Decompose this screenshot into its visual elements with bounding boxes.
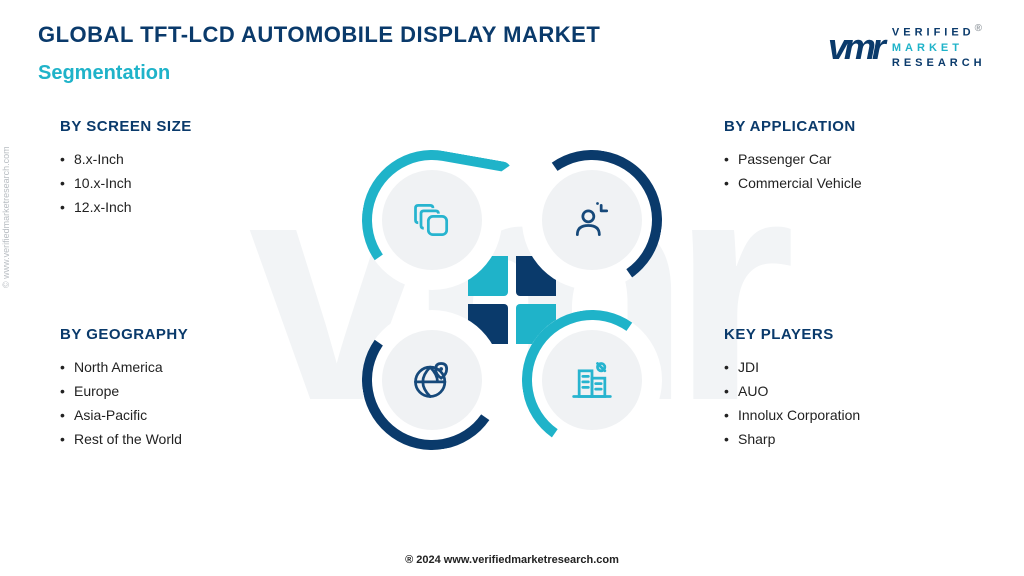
list-item: Asia-Pacific	[60, 403, 320, 427]
registered-mark: ®	[975, 23, 986, 34]
petal-top-left	[362, 150, 502, 290]
logo-mark: vmr	[828, 26, 882, 68]
segment-list: JDI AUO Innolux Corporation Sharp	[724, 355, 984, 451]
list-item: Commercial Vehicle	[724, 171, 984, 195]
petal-inner	[382, 170, 482, 270]
list-item: North America	[60, 355, 320, 379]
segment-title: KEY PLAYERS	[724, 326, 984, 343]
header: GLOBAL TFT-LCD AUTOMOBILE DISPLAY MARKET…	[38, 22, 986, 72]
segment-key-players: KEY PLAYERS JDI AUO Innolux Corporation …	[724, 326, 984, 451]
screens-icon	[410, 198, 454, 242]
list-item: Rest of the World	[60, 427, 320, 451]
logo-line1: VERIFIED	[892, 27, 975, 39]
list-item: Passenger Car	[724, 147, 984, 171]
list-item: Sharp	[724, 427, 984, 451]
list-item: Innolux Corporation	[724, 403, 984, 427]
page-title: GLOBAL TFT-LCD AUTOMOBILE DISPLAY MARKET	[38, 22, 600, 48]
list-item: JDI	[724, 355, 984, 379]
segment-list: Passenger Car Commercial Vehicle	[724, 147, 984, 195]
building-icon	[570, 358, 614, 402]
content-area: BY SCREEN SIZE 8.x-Inch 10.x-Inch 12.x-I…	[0, 100, 1024, 536]
petal-inner	[542, 170, 642, 270]
logo-text: VERIFIED® MARKET RESEARCH	[892, 22, 986, 72]
globe-icon	[410, 358, 454, 402]
logo-line2: MARKET	[892, 42, 963, 54]
segment-list: North America Europe Asia-Pacific Rest o…	[60, 355, 320, 451]
segment-title: BY GEOGRAPHY	[60, 326, 320, 343]
segment-application: BY APPLICATION Passenger Car Commercial …	[724, 118, 984, 195]
list-item: 12.x-Inch	[60, 195, 320, 219]
petal-inner	[542, 330, 642, 430]
petal-inner	[382, 330, 482, 430]
list-item: Europe	[60, 379, 320, 403]
logo-line3: RESEARCH	[892, 57, 986, 69]
subtitle: Segmentation	[38, 62, 170, 85]
petal-top-right	[522, 150, 662, 290]
segment-title: BY SCREEN SIZE	[60, 118, 320, 135]
person-icon	[570, 198, 614, 242]
segment-geography: BY GEOGRAPHY North America Europe Asia-P…	[60, 326, 320, 451]
petal-diagram	[362, 150, 662, 450]
petal-bottom-right	[522, 310, 662, 450]
brand-logo: vmr VERIFIED® MARKET RESEARCH	[828, 22, 986, 72]
segment-title: BY APPLICATION	[724, 118, 984, 135]
list-item: AUO	[724, 379, 984, 403]
segment-list: 8.x-Inch 10.x-Inch 12.x-Inch	[60, 147, 320, 219]
petal-bottom-left	[362, 310, 502, 450]
list-item: 8.x-Inch	[60, 147, 320, 171]
segment-screen-size: BY SCREEN SIZE 8.x-Inch 10.x-Inch 12.x-I…	[60, 118, 320, 219]
list-item: 10.x-Inch	[60, 171, 320, 195]
footer-text: ® 2024 www.verifiedmarketresearch.com	[0, 554, 1024, 566]
